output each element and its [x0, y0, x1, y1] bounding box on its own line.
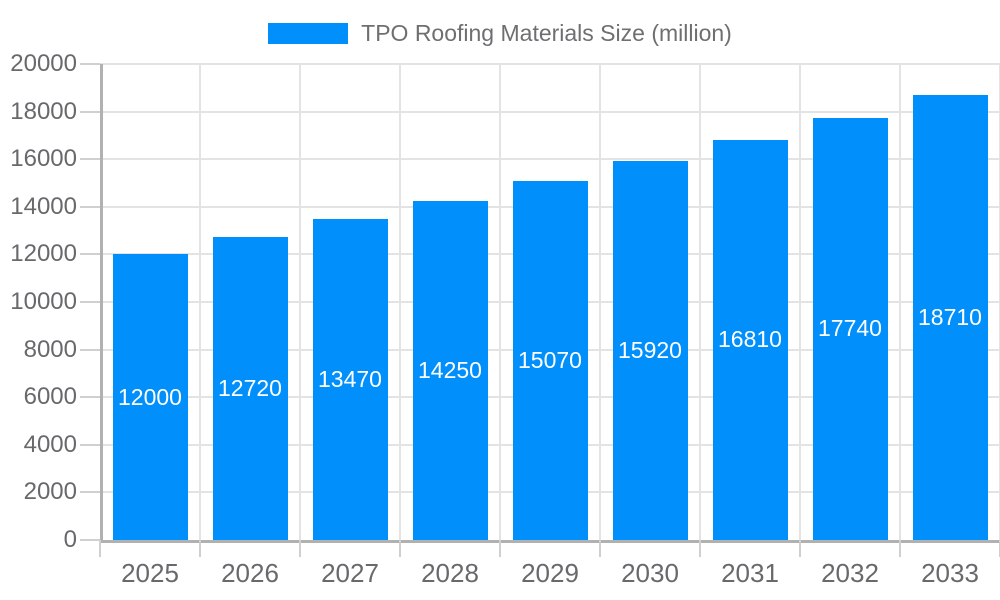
y-axis-label: 2000: [23, 478, 77, 506]
h-gridline: [100, 110, 1000, 113]
bar-value-label: 12720: [218, 375, 282, 402]
x-axis-label-2026: 2026: [221, 558, 279, 588]
x-axis-label-2031: 2031: [721, 558, 779, 588]
y-axis-label: 6000: [23, 383, 77, 411]
x-tick: [499, 540, 501, 557]
v-gridline: [899, 64, 901, 540]
h-gridline: [100, 63, 1000, 65]
x-axis-line: [100, 540, 1000, 543]
y-tick: [80, 253, 100, 256]
bar-value-label: 17740: [818, 315, 882, 342]
legend-label: TPO Roofing Materials Size (million): [361, 20, 732, 46]
y-axis-label: 0: [63, 526, 77, 553]
x-axis-label-2029: 2029: [521, 558, 579, 588]
x-tick: [799, 540, 801, 557]
bar-value-label: 16810: [718, 326, 782, 353]
bar-2031[interactable]: 16810: [712, 139, 788, 540]
bar-2032[interactable]: 17740: [812, 117, 888, 540]
legend-swatch: [268, 23, 349, 44]
x-axis-label-2033: 2033: [921, 558, 979, 588]
bar-2030[interactable]: 15920: [612, 161, 688, 540]
x-tick: [99, 540, 101, 557]
bar-2028[interactable]: 14250: [412, 200, 488, 540]
y-tick: [80, 396, 100, 399]
y-axis-label: 16000: [10, 145, 77, 173]
x-axis-label-2030: 2030: [621, 558, 679, 588]
x-tick: [299, 540, 301, 557]
v-gridline: [699, 64, 701, 540]
y-tick: [80, 205, 100, 208]
y-tick: [80, 348, 100, 351]
v-gridline: [499, 64, 501, 540]
bar-2027[interactable]: 13470: [312, 219, 388, 540]
y-tick: [80, 491, 100, 494]
h-gridline: [100, 158, 1000, 161]
bar-value-label: 18710: [918, 303, 982, 330]
x-tick: [599, 540, 601, 557]
bar-value-label: 13470: [318, 366, 382, 393]
x-axis-label-2027: 2027: [321, 558, 379, 588]
bar-value-label: 15920: [618, 337, 682, 364]
y-tick: [80, 443, 100, 446]
v-gridline: [399, 64, 401, 540]
y-tick: [80, 158, 100, 161]
y-axis-label: 20000: [10, 50, 77, 77]
bar-2026[interactable]: 12720: [212, 237, 288, 540]
x-tick: [899, 540, 901, 557]
v-gridline: [199, 64, 201, 540]
y-axis-label: 18000: [10, 97, 77, 125]
x-tick: [399, 540, 401, 557]
x-axis-label-2028: 2028: [421, 558, 479, 588]
bar-2025[interactable]: 12000: [112, 254, 188, 540]
v-gridline: [799, 64, 801, 540]
bar-value-label: 14250: [418, 356, 482, 383]
y-axis-label: 8000: [23, 335, 77, 363]
y-tick: [80, 301, 100, 303]
y-axis-line: [100, 64, 103, 540]
bar-2029[interactable]: 15070: [512, 181, 588, 540]
x-axis-label-2025: 2025: [121, 558, 179, 588]
bar-value-label: 12000: [118, 383, 182, 410]
y-axis-label: 12000: [10, 240, 77, 268]
bar-value-label: 15070: [518, 347, 582, 374]
x-tick: [699, 540, 701, 557]
x-tick: [199, 540, 201, 557]
y-tick: [80, 539, 100, 541]
v-gridline: [299, 64, 301, 540]
legend[interactable]: TPO Roofing Materials Size (million): [0, 20, 1000, 47]
x-axis-label-2032: 2032: [821, 558, 879, 588]
v-gridline: [599, 64, 601, 540]
bar-2033[interactable]: 18710: [912, 94, 988, 540]
y-axis-label: 10000: [10, 288, 77, 315]
y-tick: [80, 110, 100, 113]
y-tick: [80, 63, 100, 65]
y-axis-label: 14000: [10, 192, 77, 220]
y-axis-label: 4000: [23, 430, 77, 458]
